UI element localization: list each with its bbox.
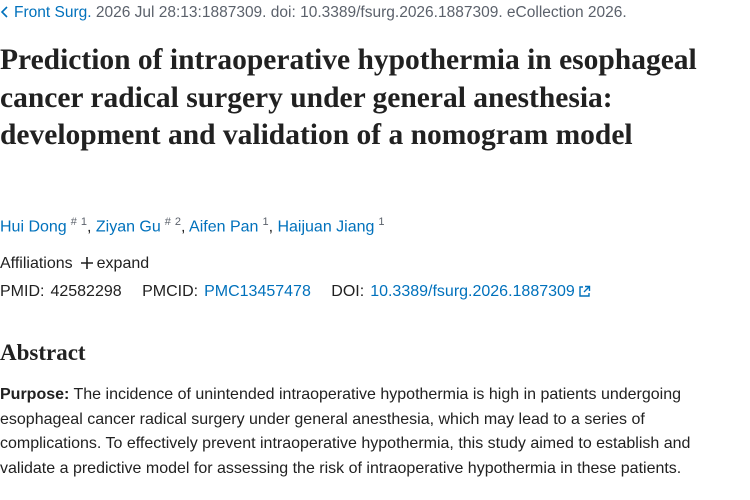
pmid-label: PMID: [0, 283, 45, 300]
affiliations-label: Affiliations [0, 255, 73, 272]
author-list: Hui Dong #1, Ziyan Gu #2, Aifen Pan 1, Haij… [0, 216, 385, 236]
author-mark: 1 [378, 216, 385, 228]
author-link[interactable]: Haijuan Jiang [277, 218, 375, 236]
abstract-label: Purpose: [0, 386, 70, 403]
pmcid-link[interactable]: PMC13457478 [204, 283, 311, 300]
affiliations: Affiliations expand [0, 255, 149, 273]
abstract-paragraph: Purpose: The incidence of unintended int… [0, 383, 748, 481]
author-marks: #2 [165, 216, 181, 228]
journal-link[interactable]: Front Surg. [14, 4, 92, 21]
author-marks: #1 [71, 216, 87, 228]
pmcid-label: PMCID: [142, 283, 199, 300]
author-link[interactable]: Ziyan Gu [95, 218, 161, 236]
author-separator: , [268, 218, 274, 236]
doi-link[interactable]: 10.3389/fsurg.2026.1887309 [370, 283, 575, 300]
author-mark: 1 [262, 216, 269, 228]
abstract-heading: Abstract [0, 340, 86, 365]
author-mark: # [164, 216, 171, 228]
author-marks: 1 [262, 216, 268, 228]
abstract-text: The incidence of unintended intraoperati… [0, 386, 691, 477]
citation: Front Surg. 2026 Jul 28:13:1887309. doi:… [0, 4, 627, 22]
author-mark: 1 [80, 216, 87, 228]
citation-details: 2026 Jul 28:13:1887309. doi: 10.3389/fsu… [91, 4, 627, 21]
author-link[interactable]: Aifen Pan [189, 218, 259, 236]
expand-toggle[interactable]: expand [80, 255, 150, 272]
pmid: PMID: 42582298 [0, 283, 122, 300]
plus-icon [80, 257, 93, 269]
external-link-icon [579, 285, 591, 297]
article-title: Prediction of intraoperative hypothermia… [0, 44, 697, 151]
doi-label: DOI: [331, 283, 365, 300]
author-marks: 1 [378, 216, 384, 228]
author-separator: , [181, 218, 186, 236]
doi: DOI: 10.3389/fsurg.2026.1887309 [331, 283, 591, 300]
expand-label[interactable]: expand [96, 255, 150, 272]
author-link[interactable]: Hui Dong [0, 218, 67, 236]
author-separator: , [86, 218, 92, 236]
pmcid: PMCID: PMC13457478 [142, 283, 311, 300]
author-mark: # [70, 216, 77, 228]
pmid-value: 42582298 [50, 283, 122, 300]
identifiers: PMID: 42582298 PMCID: PMC13457478 DOI: 10.3… [0, 283, 591, 301]
author-mark: 2 [174, 216, 182, 228]
chevron-icon [0, 6, 8, 18]
